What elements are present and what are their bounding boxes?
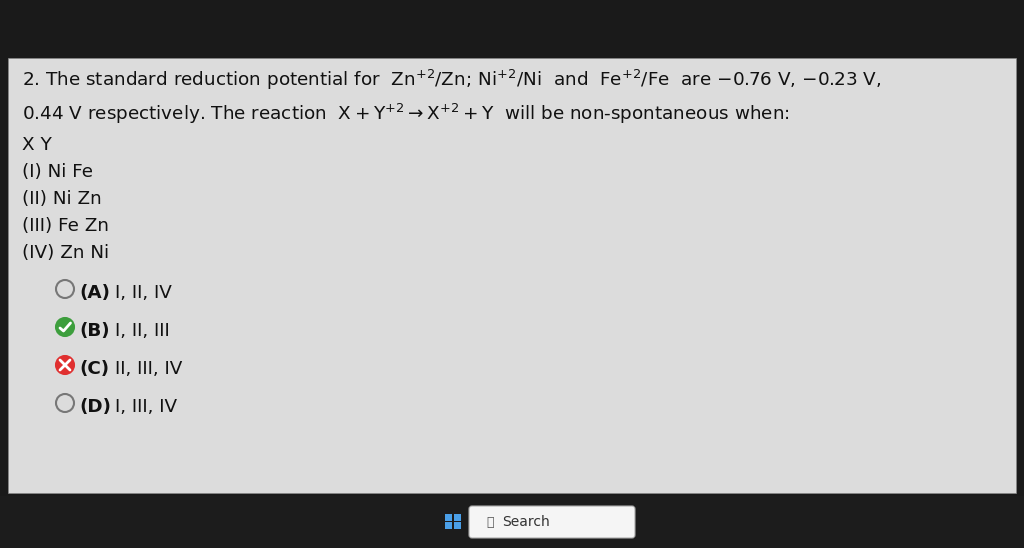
Bar (0, 496, 1024, 548)
Bar (445, 514, 452, 521)
Text: (II) Ni Zn: (II) Ni Zn (22, 190, 101, 208)
Text: II, III, IV: II, III, IV (115, 360, 182, 378)
Text: I, II, IV: I, II, IV (115, 284, 172, 302)
Text: I, III, IV: I, III, IV (115, 398, 177, 416)
Bar (454, 522, 461, 529)
Text: 🔍: 🔍 (486, 516, 494, 528)
Text: 0.44 V respectively. The reaction  $\mathrm{X + Y^{+2} \rightarrow X^{+2} + Y}$ : 0.44 V respectively. The reaction $\math… (22, 102, 790, 126)
Text: (C): (C) (79, 360, 110, 378)
Text: Search: Search (502, 515, 550, 529)
FancyBboxPatch shape (469, 506, 635, 538)
Circle shape (56, 318, 74, 336)
Text: (B): (B) (79, 322, 110, 340)
Bar (454, 514, 461, 521)
Bar (8, 58, 1016, 493)
Text: (I) Ni Fe: (I) Ni Fe (22, 163, 93, 181)
Circle shape (56, 356, 74, 374)
Text: (IV) Zn Ni: (IV) Zn Ni (22, 244, 110, 262)
Bar (445, 522, 452, 529)
Text: (D): (D) (79, 398, 111, 416)
Text: I, II, III: I, II, III (115, 322, 170, 340)
Text: X Y: X Y (22, 136, 52, 154)
Text: (A): (A) (79, 284, 110, 302)
Text: 2. The standard reduction potential for  $\mathrm{Zn^{+2}/Zn;\,Ni^{+2}/Ni}$  and: 2. The standard reduction potential for … (22, 68, 882, 92)
Text: (III) Fe Zn: (III) Fe Zn (22, 217, 109, 235)
